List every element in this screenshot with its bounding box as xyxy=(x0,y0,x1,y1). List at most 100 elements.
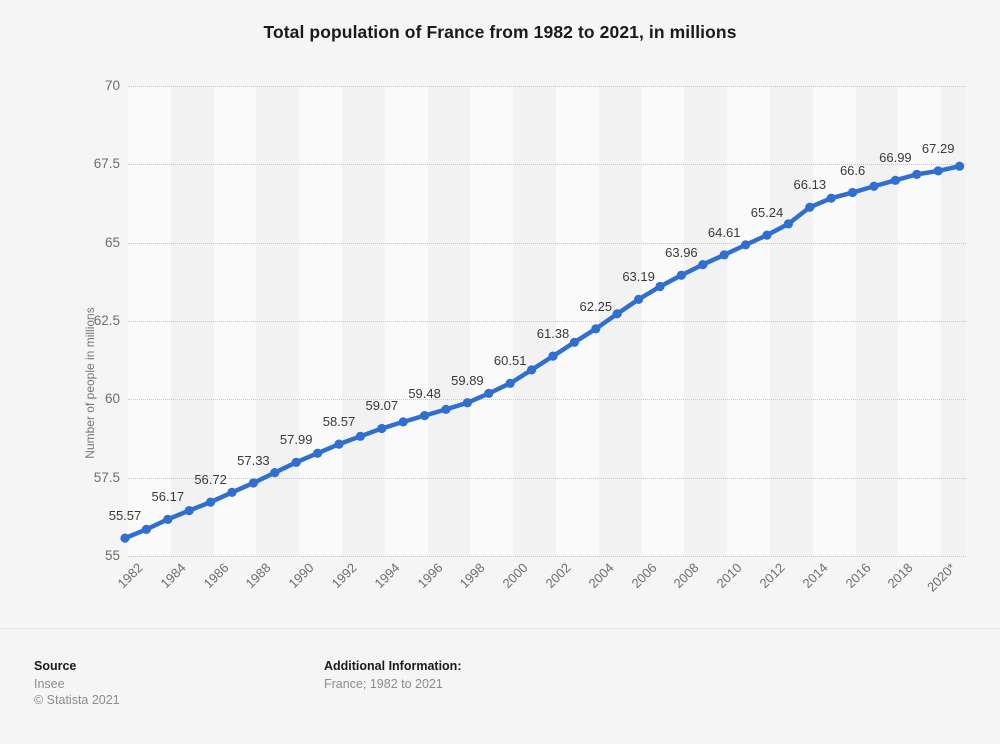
data-point[interactable] xyxy=(655,281,665,292)
gridline xyxy=(128,86,966,87)
data-point[interactable] xyxy=(826,193,836,203)
data-point[interactable] xyxy=(313,448,323,458)
data-point[interactable] xyxy=(398,417,408,427)
x-tick-label: 2020* xyxy=(924,560,959,595)
data-point[interactable] xyxy=(505,378,515,388)
data-point[interactable] xyxy=(634,294,644,304)
x-tick-label: 2018 xyxy=(884,560,916,592)
page-title: Total population of France from 1982 to … xyxy=(263,22,737,42)
y-tick-label: 55 xyxy=(104,548,120,563)
data-point[interactable] xyxy=(890,175,901,185)
data-point[interactable] xyxy=(933,166,943,176)
x-tick-label: 2004 xyxy=(585,560,617,592)
x-tick-label: 1990 xyxy=(285,560,317,592)
data-point[interactable] xyxy=(741,240,751,250)
footer: Source Insee © Statista 2021 Additional … xyxy=(0,628,1000,744)
data-point[interactable] xyxy=(441,404,451,414)
data-point[interactable] xyxy=(719,250,729,260)
data-point[interactable] xyxy=(955,161,965,171)
data-point[interactable] xyxy=(569,337,579,347)
y-tick-label: 70 xyxy=(104,78,120,93)
data-point-label: 59.48 xyxy=(408,385,441,401)
x-tick-label: 2014 xyxy=(799,560,831,592)
data-point-label: 66.99 xyxy=(879,150,912,166)
gridline xyxy=(128,242,966,244)
data-point[interactable] xyxy=(291,457,301,467)
data-point[interactable] xyxy=(141,524,151,534)
x-tick-label: 2000 xyxy=(499,560,531,592)
source-block: Source Insee © Statista 2021 xyxy=(34,659,120,709)
data-point[interactable] xyxy=(248,478,258,488)
plot-area: 55.57 56.17 56.72 57.33 57.99 58.57 59.07 59.48… xyxy=(109,86,966,557)
data-point[interactable] xyxy=(484,388,494,398)
data-point-label: 65.24 xyxy=(750,205,784,221)
data-point-label: 64.61 xyxy=(707,224,741,240)
data-point[interactable] xyxy=(698,260,708,270)
x-axis: 1982 1984 1986 1988 1990 1992 1994 1996 1998 2000… xyxy=(115,560,966,620)
x-tick-label: 1994 xyxy=(371,560,403,592)
x-tick-label: 2016 xyxy=(842,560,874,592)
data-point-label: 62.25 xyxy=(579,298,613,314)
x-tick-label: 1982 xyxy=(114,560,146,592)
data-point-label: 58.57 xyxy=(322,414,356,430)
data-point-label: 66.6 xyxy=(839,162,866,178)
data-point[interactable] xyxy=(848,187,858,198)
data-point-label: 59.07 xyxy=(365,398,399,414)
y-axis: Number of people in millions 55 57.5 60 62.… xyxy=(58,79,120,562)
series-points xyxy=(120,161,965,543)
x-tick-label: 1996 xyxy=(414,560,446,592)
data-point[interactable] xyxy=(227,487,237,497)
data-point[interactable] xyxy=(420,411,430,421)
data-point[interactable] xyxy=(377,423,387,434)
data-point-label: 63.96 xyxy=(665,245,698,261)
data-point-label: 55.57 xyxy=(108,508,142,524)
data-point[interactable] xyxy=(783,219,794,229)
x-tick-label: 2008 xyxy=(670,560,702,592)
x-tick-label: 2006 xyxy=(628,560,660,592)
x-tick-label: 2012 xyxy=(756,560,788,592)
data-point[interactable] xyxy=(206,497,216,507)
data-point[interactable] xyxy=(163,514,173,524)
source-name: Insee xyxy=(34,677,65,691)
additional-information-block: Additional Information: France; 1982 to … xyxy=(324,659,461,693)
data-point[interactable] xyxy=(805,202,815,212)
data-point[interactable] xyxy=(591,324,601,334)
data-point-label: 57.33 xyxy=(237,452,270,468)
gridline xyxy=(128,556,966,557)
gridline xyxy=(128,399,966,401)
data-point-label: 57.99 xyxy=(279,432,313,448)
data-point[interactable] xyxy=(762,230,772,240)
data-point-label: 66.13 xyxy=(793,177,827,193)
y-tick-label: 67.5 xyxy=(93,156,120,172)
x-tick-label: 2010 xyxy=(713,560,745,592)
y-tick-label: 60 xyxy=(104,391,120,407)
data-point[interactable] xyxy=(355,431,365,441)
x-tick-label: 1986 xyxy=(200,560,232,592)
x-tick-label: 1998 xyxy=(456,560,488,592)
data-point[interactable] xyxy=(612,309,622,319)
x-tick-label: 1992 xyxy=(328,560,360,592)
source-heading: Source xyxy=(34,659,77,673)
x-tick-label: 1984 xyxy=(157,560,189,592)
data-point-label: 67.29 xyxy=(921,140,955,156)
data-point[interactable] xyxy=(120,533,130,543)
data-point[interactable] xyxy=(676,270,687,280)
data-point[interactable] xyxy=(912,169,922,179)
data-point[interactable] xyxy=(334,439,344,449)
data-point-label: 56.17 xyxy=(151,489,185,505)
data-point[interactable] xyxy=(527,365,537,375)
gridline xyxy=(128,321,966,322)
additional-information-heading: Additional Information: xyxy=(324,659,462,673)
data-point-label: 60.51 xyxy=(493,353,527,369)
data-point[interactable] xyxy=(869,181,879,191)
data-point[interactable] xyxy=(184,505,194,516)
data-point[interactable] xyxy=(548,351,558,361)
data-point-label: 63.19 xyxy=(622,269,655,285)
y-tick-label: 57.5 xyxy=(93,469,120,485)
x-tick-label: 1988 xyxy=(242,560,274,592)
data-point-label: 56.72 xyxy=(194,472,227,488)
data-point[interactable] xyxy=(270,468,280,478)
data-point-label: 61.38 xyxy=(536,326,570,342)
data-point[interactable] xyxy=(462,398,472,408)
additional-information-text: France; 1982 to 2021 xyxy=(324,677,443,691)
